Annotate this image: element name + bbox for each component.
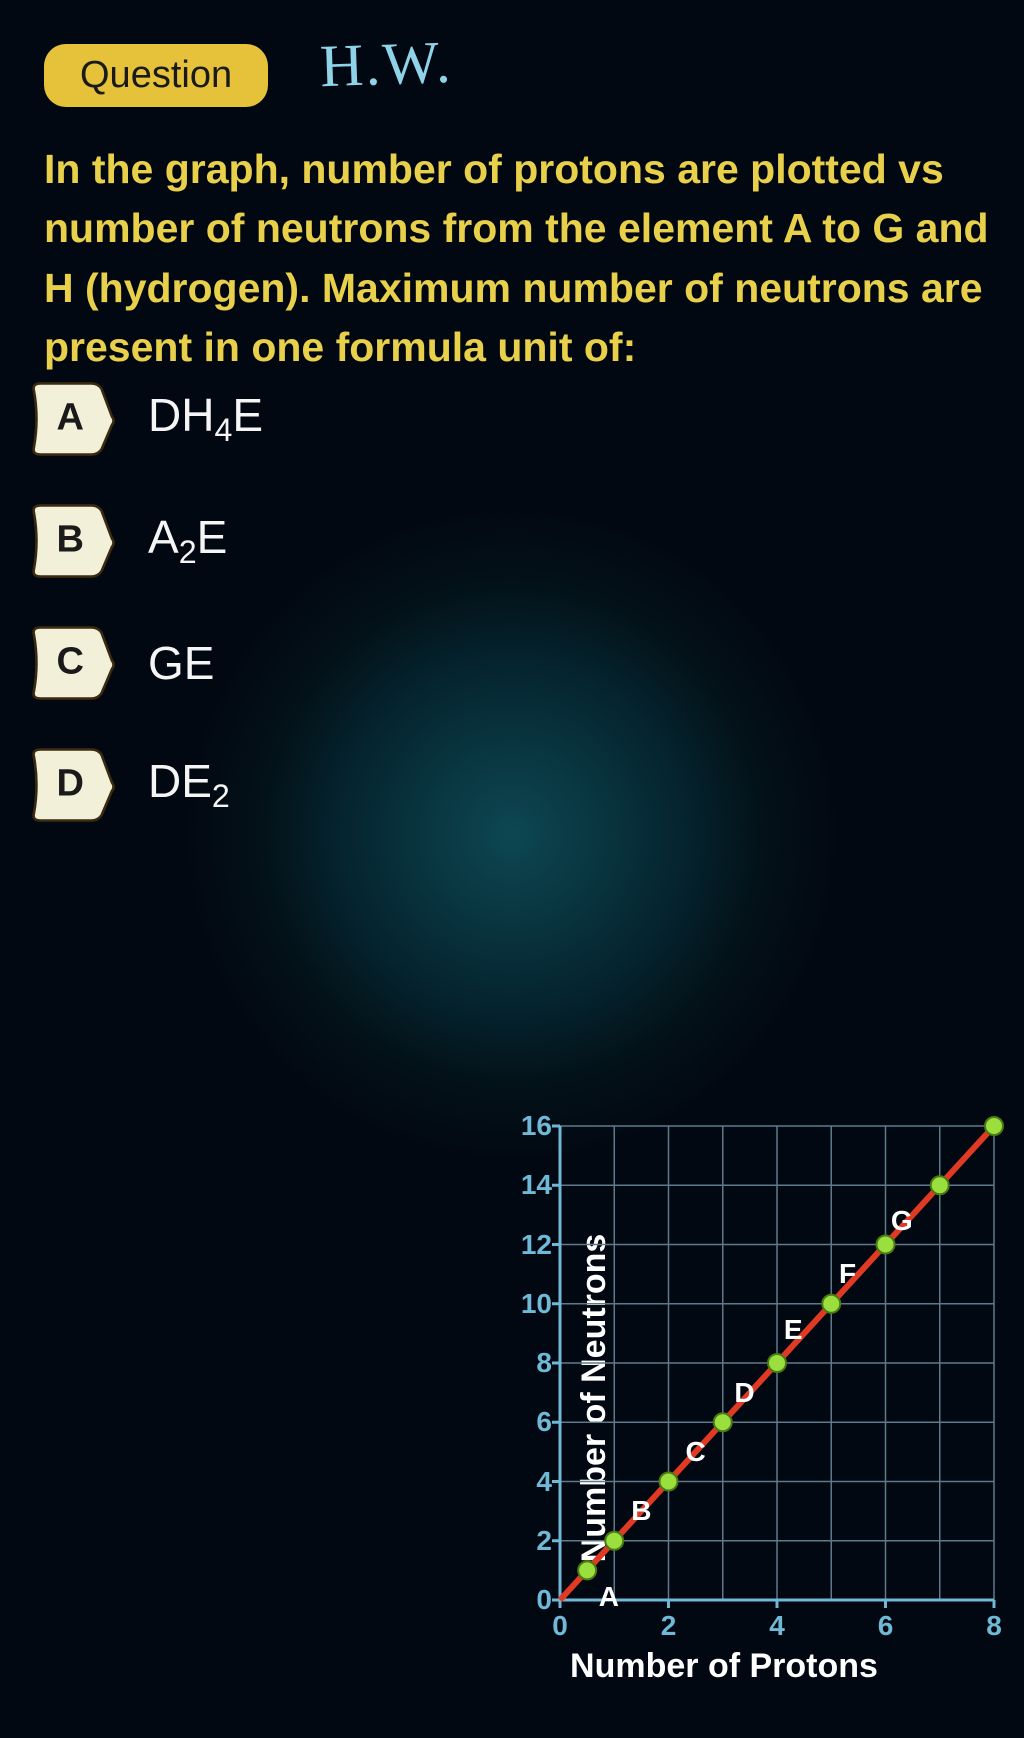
point-label: G (891, 1205, 913, 1237)
point-label: C (686, 1436, 706, 1468)
y-tick-label: 12 (506, 1229, 552, 1261)
option-d[interactable]: D DE2 (28, 746, 263, 824)
point-label: E (784, 1314, 803, 1346)
option-letter: A (57, 397, 84, 440)
point-label: D (734, 1377, 754, 1409)
option-marker-icon: D (28, 746, 116, 824)
y-tick-label: 2 (506, 1525, 552, 1557)
option-marker-icon: B (28, 502, 116, 580)
x-tick-label: 6 (878, 1610, 894, 1642)
data-point (877, 1236, 895, 1254)
chart-plot-area: 024681012141602468ABCDEFG (560, 1126, 994, 1600)
data-point (768, 1354, 786, 1372)
y-tick-label: 4 (506, 1466, 552, 1498)
option-a[interactable]: A DH4E (28, 380, 263, 458)
question-text: In the graph, number of protons are plot… (44, 140, 994, 378)
data-point (714, 1413, 732, 1431)
option-letter: D (57, 763, 84, 806)
option-label: DE2 (148, 754, 230, 815)
y-tick-label: 10 (506, 1288, 552, 1320)
option-c[interactable]: C GE (28, 624, 263, 702)
x-tick-label: 4 (769, 1610, 785, 1642)
point-label: F (839, 1258, 856, 1290)
x-tick-label: 8 (986, 1610, 1002, 1642)
data-point (605, 1532, 623, 1550)
y-tick-label: 8 (506, 1347, 552, 1379)
point-label: A (599, 1581, 619, 1613)
handwritten-note: H.W. (319, 28, 454, 102)
option-label: GE (148, 636, 214, 690)
data-point (660, 1473, 678, 1491)
data-point (822, 1295, 840, 1313)
data-point (931, 1176, 949, 1194)
y-tick-label: 14 (506, 1169, 552, 1201)
option-label: DH4E (148, 388, 263, 449)
option-label: A2E (148, 510, 227, 571)
question-badge: Question (44, 44, 268, 107)
y-tick-label: 0 (506, 1584, 552, 1616)
point-label: B (631, 1495, 651, 1527)
option-letter: B (57, 519, 84, 562)
y-tick-label: 16 (506, 1110, 552, 1142)
options-list: A DH4E B A2E C GE D DE2 (28, 380, 263, 868)
option-letter: C (57, 641, 84, 684)
chart-xlabel: Number of Protons (454, 1647, 994, 1686)
data-point (578, 1561, 596, 1579)
chart: Number of Neutrons Number of Protons 024… (454, 1118, 994, 1678)
x-tick-label: 0 (552, 1610, 568, 1642)
y-tick-label: 6 (506, 1406, 552, 1438)
option-marker-icon: A (28, 380, 116, 458)
option-b[interactable]: B A2E (28, 502, 263, 580)
option-marker-icon: C (28, 624, 116, 702)
chart-svg (560, 1126, 994, 1600)
x-tick-label: 2 (661, 1610, 677, 1642)
data-point (985, 1117, 1003, 1135)
